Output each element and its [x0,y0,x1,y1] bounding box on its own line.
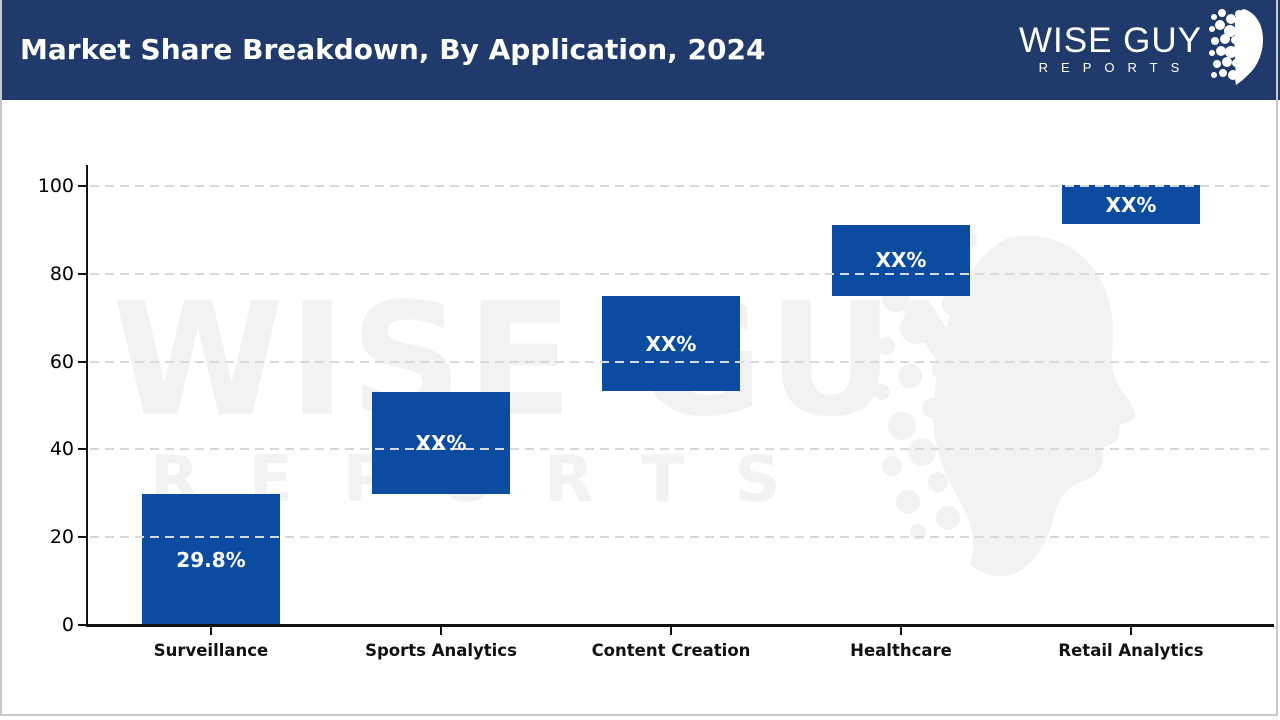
bar-segment [602,295,740,392]
x-category-label: Healthcare [850,641,952,660]
watermark-wiseguy-text: WISE GUY [112,269,1016,451]
y-tick-mark [78,272,86,275]
x-tick-mark [210,627,212,635]
y-tick-label: 80 [49,262,74,285]
gridline [90,360,1272,363]
logo-head-icon [1209,9,1263,85]
x-category-label: Sports Analytics [365,641,517,660]
gridline [90,536,1272,539]
y-tick-label: 40 [49,438,74,461]
y-tick-mark [78,185,86,188]
bar-value-label: XX% [645,331,697,356]
y-tick-label: 0 [61,614,74,636]
bar-value-label: 29.8% [176,547,246,572]
y-tick-mark [78,448,86,451]
gridline [90,185,1272,188]
y-tick-label: 100 [37,175,74,198]
bar-value-label: XX% [875,248,927,273]
logo-wiseguy-text: WISE GUY [1018,21,1202,60]
chart-title: Market Share Breakdown, By Application, … [20,33,766,66]
header-bar: Market Share Breakdown, By Application, … [0,0,1280,100]
brand-logo: WISE GUY REPORTS [1016,4,1266,96]
y-tick-mark [78,536,86,539]
bar-segment [372,391,510,495]
x-category-label: Retail Analytics [1058,641,1204,660]
x-tick-mark [670,627,672,635]
y-tick-mark [78,360,86,363]
bar-segment [142,494,280,625]
x-tick-mark [1130,627,1132,635]
bar-segment [832,224,970,296]
bar-value-label: XX% [415,430,467,455]
logo-reports-text: REPORTS [1038,60,1193,75]
x-tick-mark [900,627,902,635]
x-category-label: Surveillance [153,641,269,660]
y-tick-mark [78,624,86,626]
y-tick-label: 20 [49,526,74,549]
x-tick-mark [440,627,442,635]
x-category-label: Content Creation [591,641,751,660]
y-axis-line [86,165,88,627]
bar-segment [1062,185,1200,225]
y-tick-label: 60 [49,350,74,373]
gridline [90,272,1272,275]
x-axis-line [86,624,1274,627]
gridline [90,448,1272,451]
bar-value-label: XX% [1105,192,1157,217]
watermark-head-icon [874,233,1136,577]
